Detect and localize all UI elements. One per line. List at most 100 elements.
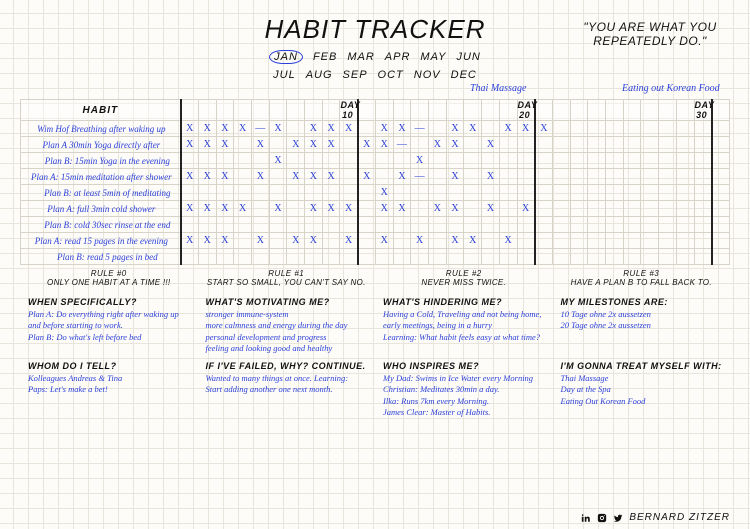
habit-cell[interactable] [606, 121, 624, 137]
habit-cell[interactable] [375, 153, 393, 169]
habit-cell[interactable] [428, 185, 446, 201]
habit-cell[interactable] [393, 153, 411, 169]
habit-cell[interactable] [393, 217, 411, 233]
habit-cell[interactable]: X [340, 121, 358, 137]
habit-cell[interactable] [305, 153, 323, 169]
habit-cell[interactable] [393, 249, 411, 265]
habit-cell[interactable]: X [305, 201, 323, 217]
habit-cell[interactable] [623, 233, 641, 249]
habit-cell[interactable] [676, 153, 694, 169]
habit-cell[interactable] [712, 249, 730, 265]
habit-cell[interactable]: X [198, 233, 216, 249]
habit-cell[interactable] [181, 249, 199, 265]
habit-cell[interactable]: X [322, 121, 340, 137]
month-mar[interactable]: MAR [347, 51, 374, 63]
habit-cell[interactable]: X [482, 201, 500, 217]
habit-cell[interactable] [641, 153, 659, 169]
habit-cell[interactable]: X [464, 233, 482, 249]
month-oct[interactable]: OCT [378, 69, 404, 81]
habit-cell[interactable] [570, 137, 588, 153]
habit-cell[interactable] [482, 121, 500, 137]
month-jun[interactable]: JUN [456, 51, 480, 63]
habit-cell[interactable] [269, 185, 287, 201]
habit-cell[interactable] [464, 201, 482, 217]
habit-cell[interactable] [322, 233, 340, 249]
habit-cell[interactable] [340, 153, 358, 169]
habit-cell[interactable] [305, 185, 323, 201]
habit-cell[interactable] [676, 201, 694, 217]
habit-cell[interactable] [535, 153, 553, 169]
habit-cell[interactable] [712, 137, 730, 153]
habit-cell[interactable] [305, 249, 323, 265]
habit-cell[interactable]: X [535, 121, 553, 137]
habit-cell[interactable] [659, 217, 677, 233]
habit-cell[interactable]: X [305, 137, 323, 153]
habit-cell[interactable]: X [358, 169, 376, 185]
habit-cell[interactable] [269, 137, 287, 153]
habit-cell[interactable] [694, 121, 712, 137]
habit-cell[interactable] [712, 201, 730, 217]
habit-cell[interactable] [446, 217, 464, 233]
habit-cell[interactable]: X [446, 121, 464, 137]
habit-cell[interactable] [588, 217, 606, 233]
habit-cell[interactable] [623, 153, 641, 169]
habit-cell[interactable] [517, 233, 535, 249]
habit-cell[interactable] [588, 201, 606, 217]
habit-cell[interactable]: — [393, 137, 411, 153]
habit-cell[interactable] [499, 169, 517, 185]
month-jul[interactable]: JUL [273, 69, 296, 81]
habit-cell[interactable] [446, 249, 464, 265]
habit-cell[interactable]: X [393, 169, 411, 185]
habit-cell[interactable] [694, 201, 712, 217]
habit-cell[interactable]: X [446, 233, 464, 249]
habit-cell[interactable] [535, 249, 553, 265]
habit-cell[interactable] [676, 169, 694, 185]
habit-cell[interactable] [588, 185, 606, 201]
habit-cell[interactable]: X [216, 121, 234, 137]
habit-cell[interactable] [464, 249, 482, 265]
habit-cell[interactable] [358, 153, 376, 169]
habit-cell[interactable] [393, 185, 411, 201]
habit-cell[interactable]: X [375, 201, 393, 217]
habit-cell[interactable] [358, 233, 376, 249]
habit-cell[interactable] [234, 217, 252, 233]
habit-cell[interactable] [411, 137, 429, 153]
habit-cell[interactable] [411, 201, 429, 217]
habit-cell[interactable] [482, 185, 500, 201]
habit-cell[interactable] [181, 153, 199, 169]
habit-cell[interactable] [482, 217, 500, 233]
habit-cell[interactable] [340, 169, 358, 185]
habit-cell[interactable] [251, 185, 269, 201]
habit-cell[interactable] [676, 137, 694, 153]
habit-cell[interactable] [606, 185, 624, 201]
habit-cell[interactable] [570, 153, 588, 169]
habit-cell[interactable] [234, 169, 252, 185]
habit-cell[interactable] [659, 137, 677, 153]
habit-cell[interactable]: X [216, 169, 234, 185]
habit-cell[interactable] [712, 217, 730, 233]
habit-cell[interactable] [712, 233, 730, 249]
habit-cell[interactable] [676, 249, 694, 265]
month-sep[interactable]: SEP [343, 69, 368, 81]
habit-cell[interactable] [606, 249, 624, 265]
habit-cell[interactable] [552, 121, 570, 137]
habit-cell[interactable] [676, 233, 694, 249]
habit-cell[interactable] [517, 137, 535, 153]
habit-cell[interactable] [676, 121, 694, 137]
habit-cell[interactable] [358, 217, 376, 233]
habit-cell[interactable]: X [198, 169, 216, 185]
habit-cell[interactable] [535, 233, 553, 249]
habit-cell[interactable] [269, 217, 287, 233]
habit-cell[interactable] [216, 249, 234, 265]
habit-cell[interactable] [322, 217, 340, 233]
habit-cell[interactable]: X [234, 201, 252, 217]
habit-cell[interactable] [446, 153, 464, 169]
habit-cell[interactable] [552, 185, 570, 201]
habit-cell[interactable]: X [428, 201, 446, 217]
habit-cell[interactable] [570, 185, 588, 201]
habit-cell[interactable]: X [269, 153, 287, 169]
habit-cell[interactable] [623, 201, 641, 217]
habit-cell[interactable] [287, 201, 305, 217]
habit-cell[interactable] [517, 153, 535, 169]
habit-cell[interactable] [659, 169, 677, 185]
